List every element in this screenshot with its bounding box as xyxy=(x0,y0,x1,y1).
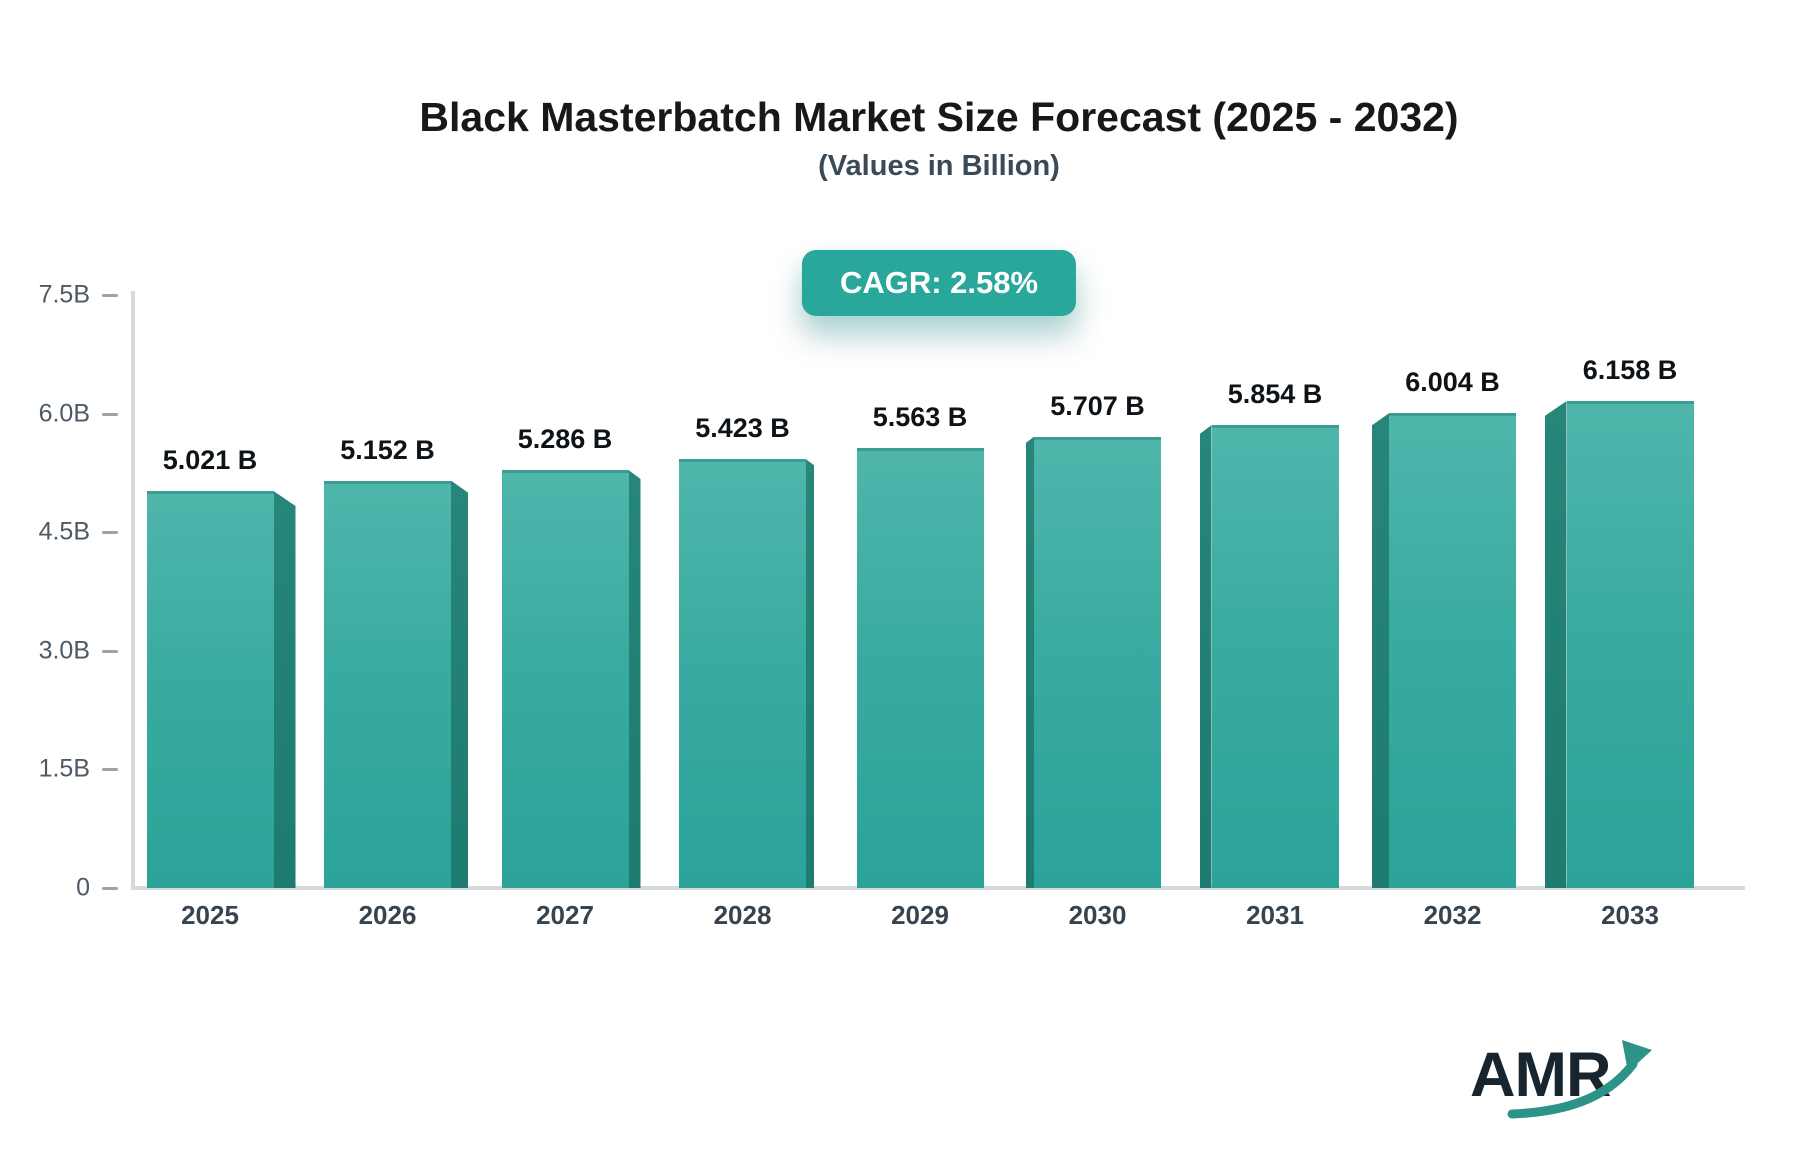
chart-title: Black Masterbatch Market Size Forecast (… xyxy=(419,94,1459,140)
bar-2028 xyxy=(679,459,806,888)
bar-value-label: 6.158 B xyxy=(1582,355,1678,386)
bar-2026 xyxy=(324,480,451,888)
bar-3d-side-2033 xyxy=(1544,401,1567,888)
bar-2029 xyxy=(856,448,984,888)
bar-value-label: 5.707 B xyxy=(1050,390,1145,421)
bar-value-label: 5.563 B xyxy=(872,402,968,433)
bar-3d-side-2030 xyxy=(1026,436,1034,888)
y-tick-dash xyxy=(102,294,118,297)
y-tick-label: 6.0B xyxy=(38,399,90,428)
y-tick-dash xyxy=(102,531,118,535)
x-axis-label-2032: 2032 xyxy=(1423,900,1482,930)
y-tick-dash xyxy=(102,649,118,653)
x-axis-label-2030: 2030 xyxy=(1068,900,1127,930)
bar-value-label: 5.854 B xyxy=(1227,379,1323,410)
bar-3d-side-2026 xyxy=(451,480,468,888)
x-axis-label-2025: 2025 xyxy=(181,900,239,930)
bar-2027 xyxy=(501,470,629,888)
x-axis-label-2028: 2028 xyxy=(713,900,772,930)
x-axis-label-2033: 2033 xyxy=(1601,900,1659,930)
bar-2031 xyxy=(1211,425,1339,888)
y-tick-label: 0 xyxy=(76,873,90,902)
y-tick-label: 7.5B xyxy=(38,280,90,309)
y-tick-label: 3.0B xyxy=(38,636,90,665)
y-tick-dash xyxy=(102,768,118,772)
bar-value-label: 5.286 B xyxy=(517,424,613,455)
bar-3d-side-2032 xyxy=(1372,413,1389,888)
cagr-badge: CAGR: 2.58% xyxy=(801,250,1077,316)
bar-3d-side-2027 xyxy=(628,470,641,888)
amr-logo: AMR xyxy=(1470,1040,1652,1119)
bar-3d-side-2031 xyxy=(1199,425,1212,888)
y-tick-dash xyxy=(102,887,118,890)
bar-value-label: 6.004 B xyxy=(1405,367,1500,398)
bar-2025 xyxy=(146,491,274,888)
x-axis-label-2029: 2029 xyxy=(891,900,949,930)
x-axis-baseline xyxy=(131,886,1745,890)
y-tick-dash xyxy=(102,412,118,416)
bar-value-label: 5.423 B xyxy=(695,413,790,444)
bar-2032 xyxy=(1389,413,1516,888)
chart-subtitle: (Values in Billion) xyxy=(818,150,1060,182)
x-axis-label-2027: 2027 xyxy=(536,900,594,930)
bar-value-label: 5.021 B xyxy=(162,445,258,475)
bar-2030 xyxy=(1034,436,1161,888)
y-tick-label: 4.5B xyxy=(38,517,90,546)
bar-3d-side-2028 xyxy=(806,459,814,888)
bar-2033 xyxy=(1566,401,1694,888)
bar-value-label: 5.152 B xyxy=(340,434,435,465)
growth-arrow-icon xyxy=(1507,1040,1652,1119)
x-axis-label-2026: 2026 xyxy=(358,900,417,930)
y-axis-line xyxy=(131,291,135,890)
x-axis-label-2031: 2031 xyxy=(1246,900,1304,930)
bar-3d-side-2025 xyxy=(273,491,296,888)
y-tick-label: 1.5B xyxy=(38,754,90,783)
